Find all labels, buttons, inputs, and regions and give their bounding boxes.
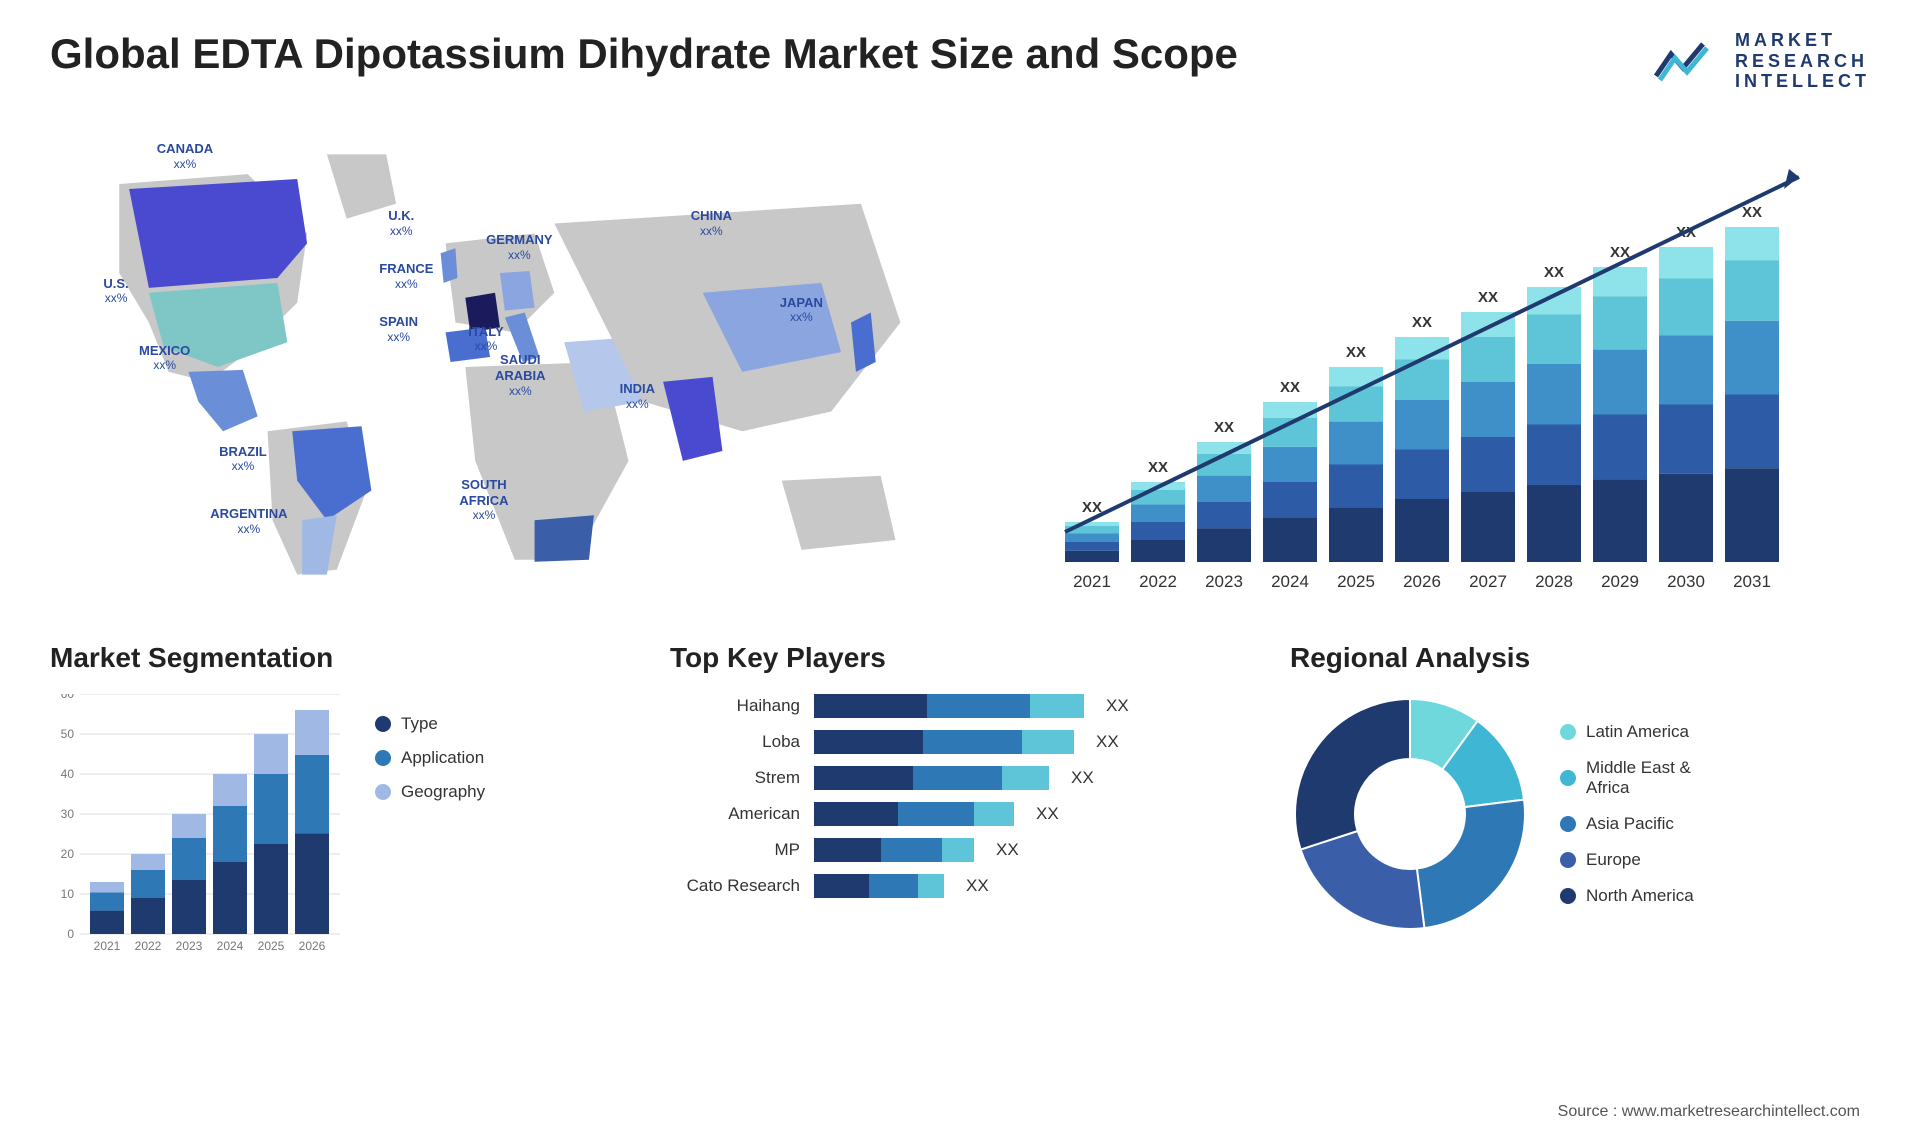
region-legend-asiapacific: Asia Pacific: [1560, 814, 1694, 834]
svg-text:2026: 2026: [1403, 572, 1441, 591]
svg-text:2031: 2031: [1733, 572, 1771, 591]
svg-text:2025: 2025: [258, 939, 285, 953]
map-label-canada: CANADAxx%: [157, 141, 213, 171]
svg-text:XX: XX: [1148, 459, 1168, 476]
svg-text:XX: XX: [1346, 344, 1366, 361]
svg-text:30: 30: [61, 807, 75, 821]
svg-text:50: 50: [61, 727, 75, 741]
svg-text:XX: XX: [1412, 314, 1432, 331]
segmentation-section: Market Segmentation 0 10 20 30 40 50 60 2021 202…: [50, 642, 630, 974]
world-map: CANADAxx% U.S.xx% MEXICOxx% BRAZILxx% ARGENT…: [50, 122, 940, 602]
logo-icon: [1653, 36, 1723, 86]
segmentation-chart: 0 10 20 30 40 50 60 2021 2022 2023 2024 2025 2026: [50, 694, 350, 974]
map-label-china: CHINAxx%: [691, 208, 732, 238]
svg-text:2030: 2030: [1667, 572, 1705, 591]
map-label-brazil: BRAZILxx%: [219, 444, 267, 474]
seg-legend-geography: Geography: [375, 782, 485, 802]
region-legend-europe: Europe: [1560, 850, 1694, 870]
svg-text:2024: 2024: [1271, 572, 1309, 591]
svg-text:2023: 2023: [1205, 572, 1243, 591]
segmentation-title: Market Segmentation: [50, 642, 630, 674]
map-label-uk: U.K.xx%: [388, 208, 414, 238]
svg-text:10: 10: [61, 887, 75, 901]
page-title: Global EDTA Dipotassium Dihydrate Market…: [50, 30, 1238, 78]
player-row-american: AmericanXX: [670, 802, 1250, 826]
regional-title: Regional Analysis: [1290, 642, 1870, 674]
svg-text:2022: 2022: [135, 939, 162, 953]
map-label-japan: JAPANxx%: [780, 295, 823, 325]
svg-text:2023: 2023: [176, 939, 203, 953]
svg-text:0: 0: [67, 927, 74, 941]
region-legend-middleeastafrica: Middle East & Africa: [1560, 758, 1694, 798]
map-label-france: FRANCExx%: [379, 261, 433, 291]
seg-legend-application: Application: [375, 748, 485, 768]
source-text: Source : www.marketresearchintellect.com: [1558, 1103, 1860, 1121]
region-legend-latinamerica: Latin America: [1560, 722, 1694, 742]
svg-text:XX: XX: [1478, 289, 1498, 306]
players-chart: HaihangXX LobaXX StremXX AmericanXX MPXX Cato…: [670, 694, 1250, 898]
player-row-mp: MPXX: [670, 838, 1250, 862]
segmentation-legend: Type Application Geography: [375, 694, 485, 974]
players-section: Top Key Players HaihangXX LobaXX StremXX Am…: [670, 642, 1250, 974]
svg-text:XX: XX: [1280, 379, 1300, 396]
svg-text:2028: 2028: [1535, 572, 1573, 591]
regional-donut: [1290, 694, 1530, 934]
seg-legend-type: Type: [375, 714, 485, 734]
svg-text:2027: 2027: [1469, 572, 1507, 591]
logo-text-2: RESEARCH: [1735, 51, 1870, 72]
svg-text:XX: XX: [1544, 264, 1564, 281]
svg-text:2021: 2021: [94, 939, 121, 953]
map-label-us: U.S.xx%: [103, 276, 128, 306]
main-bar-chart: XX 2021 XX 2022 XX 2023 XX 2024 XX 2025 XX 2026 XX 20…: [980, 122, 1870, 602]
svg-text:2021: 2021: [1073, 572, 1111, 591]
svg-text:60: 60: [61, 694, 75, 701]
svg-text:XX: XX: [1214, 419, 1234, 436]
svg-text:2025: 2025: [1337, 572, 1375, 591]
svg-text:XX: XX: [1742, 204, 1762, 221]
player-row-loba: LobaXX: [670, 730, 1250, 754]
map-label-india: INDIAxx%: [620, 381, 655, 411]
player-row-strem: StremXX: [670, 766, 1250, 790]
regional-legend: Latin America Middle East & Africa Asia Pa…: [1560, 722, 1694, 906]
svg-text:2022: 2022: [1139, 572, 1177, 591]
svg-text:2024: 2024: [217, 939, 244, 953]
map-label-spain: SPAINxx%: [379, 314, 418, 344]
logo-text-1: MARKET: [1735, 30, 1870, 51]
map-label-argentina: ARGENTINAxx%: [210, 506, 287, 536]
svg-text:2029: 2029: [1601, 572, 1639, 591]
svg-text:2026: 2026: [299, 939, 326, 953]
svg-text:20: 20: [61, 847, 75, 861]
svg-text:40: 40: [61, 767, 75, 781]
map-label-mexico: MEXICOxx%: [139, 343, 190, 373]
player-row-haihang: HaihangXX: [670, 694, 1250, 718]
logo-text-3: INTELLECT: [1735, 71, 1870, 92]
region-legend-northamerica: North America: [1560, 886, 1694, 906]
map-label-germany: GERMANYxx%: [486, 232, 552, 262]
map-label-italy: ITALYxx%: [468, 324, 503, 354]
regional-section: Regional Analysis Latin America Middle Ea…: [1290, 642, 1870, 974]
map-label-southafrica: SOUTHAFRICAxx%: [459, 477, 508, 523]
brand-logo: MARKET RESEARCH INTELLECT: [1653, 30, 1870, 92]
map-label-saudiarabia: SAUDIARABIAxx%: [495, 352, 546, 398]
players-title: Top Key Players: [670, 642, 1250, 674]
player-row-catoresearch: Cato ResearchXX: [670, 874, 1250, 898]
